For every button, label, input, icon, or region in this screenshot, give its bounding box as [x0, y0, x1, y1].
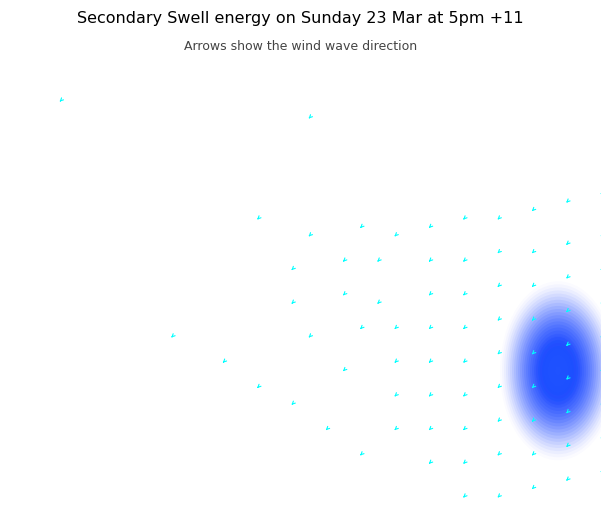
Ellipse shape [543, 347, 573, 394]
Ellipse shape [546, 352, 570, 389]
Ellipse shape [542, 346, 574, 395]
Ellipse shape [548, 355, 569, 387]
Ellipse shape [516, 306, 600, 436]
Ellipse shape [551, 360, 566, 382]
Ellipse shape [539, 341, 578, 400]
Ellipse shape [532, 331, 584, 411]
Ellipse shape [546, 352, 570, 389]
Ellipse shape [512, 300, 601, 442]
Ellipse shape [557, 369, 560, 373]
Ellipse shape [524, 318, 592, 424]
Ellipse shape [520, 312, 596, 430]
Ellipse shape [556, 367, 561, 375]
Ellipse shape [544, 349, 572, 392]
Ellipse shape [557, 370, 559, 372]
Ellipse shape [528, 324, 588, 417]
Ellipse shape [514, 303, 601, 439]
Ellipse shape [540, 344, 576, 398]
Ellipse shape [550, 358, 566, 383]
Ellipse shape [547, 354, 569, 388]
Ellipse shape [542, 346, 574, 395]
Ellipse shape [552, 361, 564, 381]
Ellipse shape [508, 293, 601, 448]
Ellipse shape [535, 336, 581, 406]
Ellipse shape [534, 334, 582, 408]
Ellipse shape [549, 357, 567, 384]
Ellipse shape [545, 350, 572, 392]
Ellipse shape [540, 343, 576, 398]
Ellipse shape [540, 342, 576, 399]
Ellipse shape [554, 364, 562, 377]
Text: Arrows show the wind wave direction: Arrows show the wind wave direction [184, 40, 417, 52]
Ellipse shape [554, 363, 563, 378]
Ellipse shape [530, 327, 586, 414]
Ellipse shape [518, 309, 598, 433]
Ellipse shape [549, 356, 568, 386]
Text: Secondary Swell energy on Sunday 23 Mar at 5pm +11: Secondary Swell energy on Sunday 23 Mar … [77, 11, 524, 26]
Ellipse shape [537, 337, 580, 404]
Ellipse shape [545, 351, 571, 391]
Ellipse shape [544, 348, 573, 393]
Ellipse shape [522, 315, 594, 427]
Ellipse shape [526, 321, 590, 420]
Ellipse shape [510, 297, 601, 445]
Ellipse shape [538, 340, 578, 401]
Ellipse shape [542, 345, 575, 397]
Ellipse shape [556, 368, 560, 374]
Ellipse shape [550, 358, 566, 383]
Ellipse shape [552, 361, 564, 380]
Ellipse shape [537, 339, 579, 403]
Ellipse shape [555, 366, 561, 376]
Ellipse shape [538, 340, 578, 401]
Ellipse shape [554, 364, 562, 377]
Ellipse shape [548, 355, 568, 386]
Ellipse shape [536, 337, 580, 405]
Ellipse shape [552, 362, 564, 379]
